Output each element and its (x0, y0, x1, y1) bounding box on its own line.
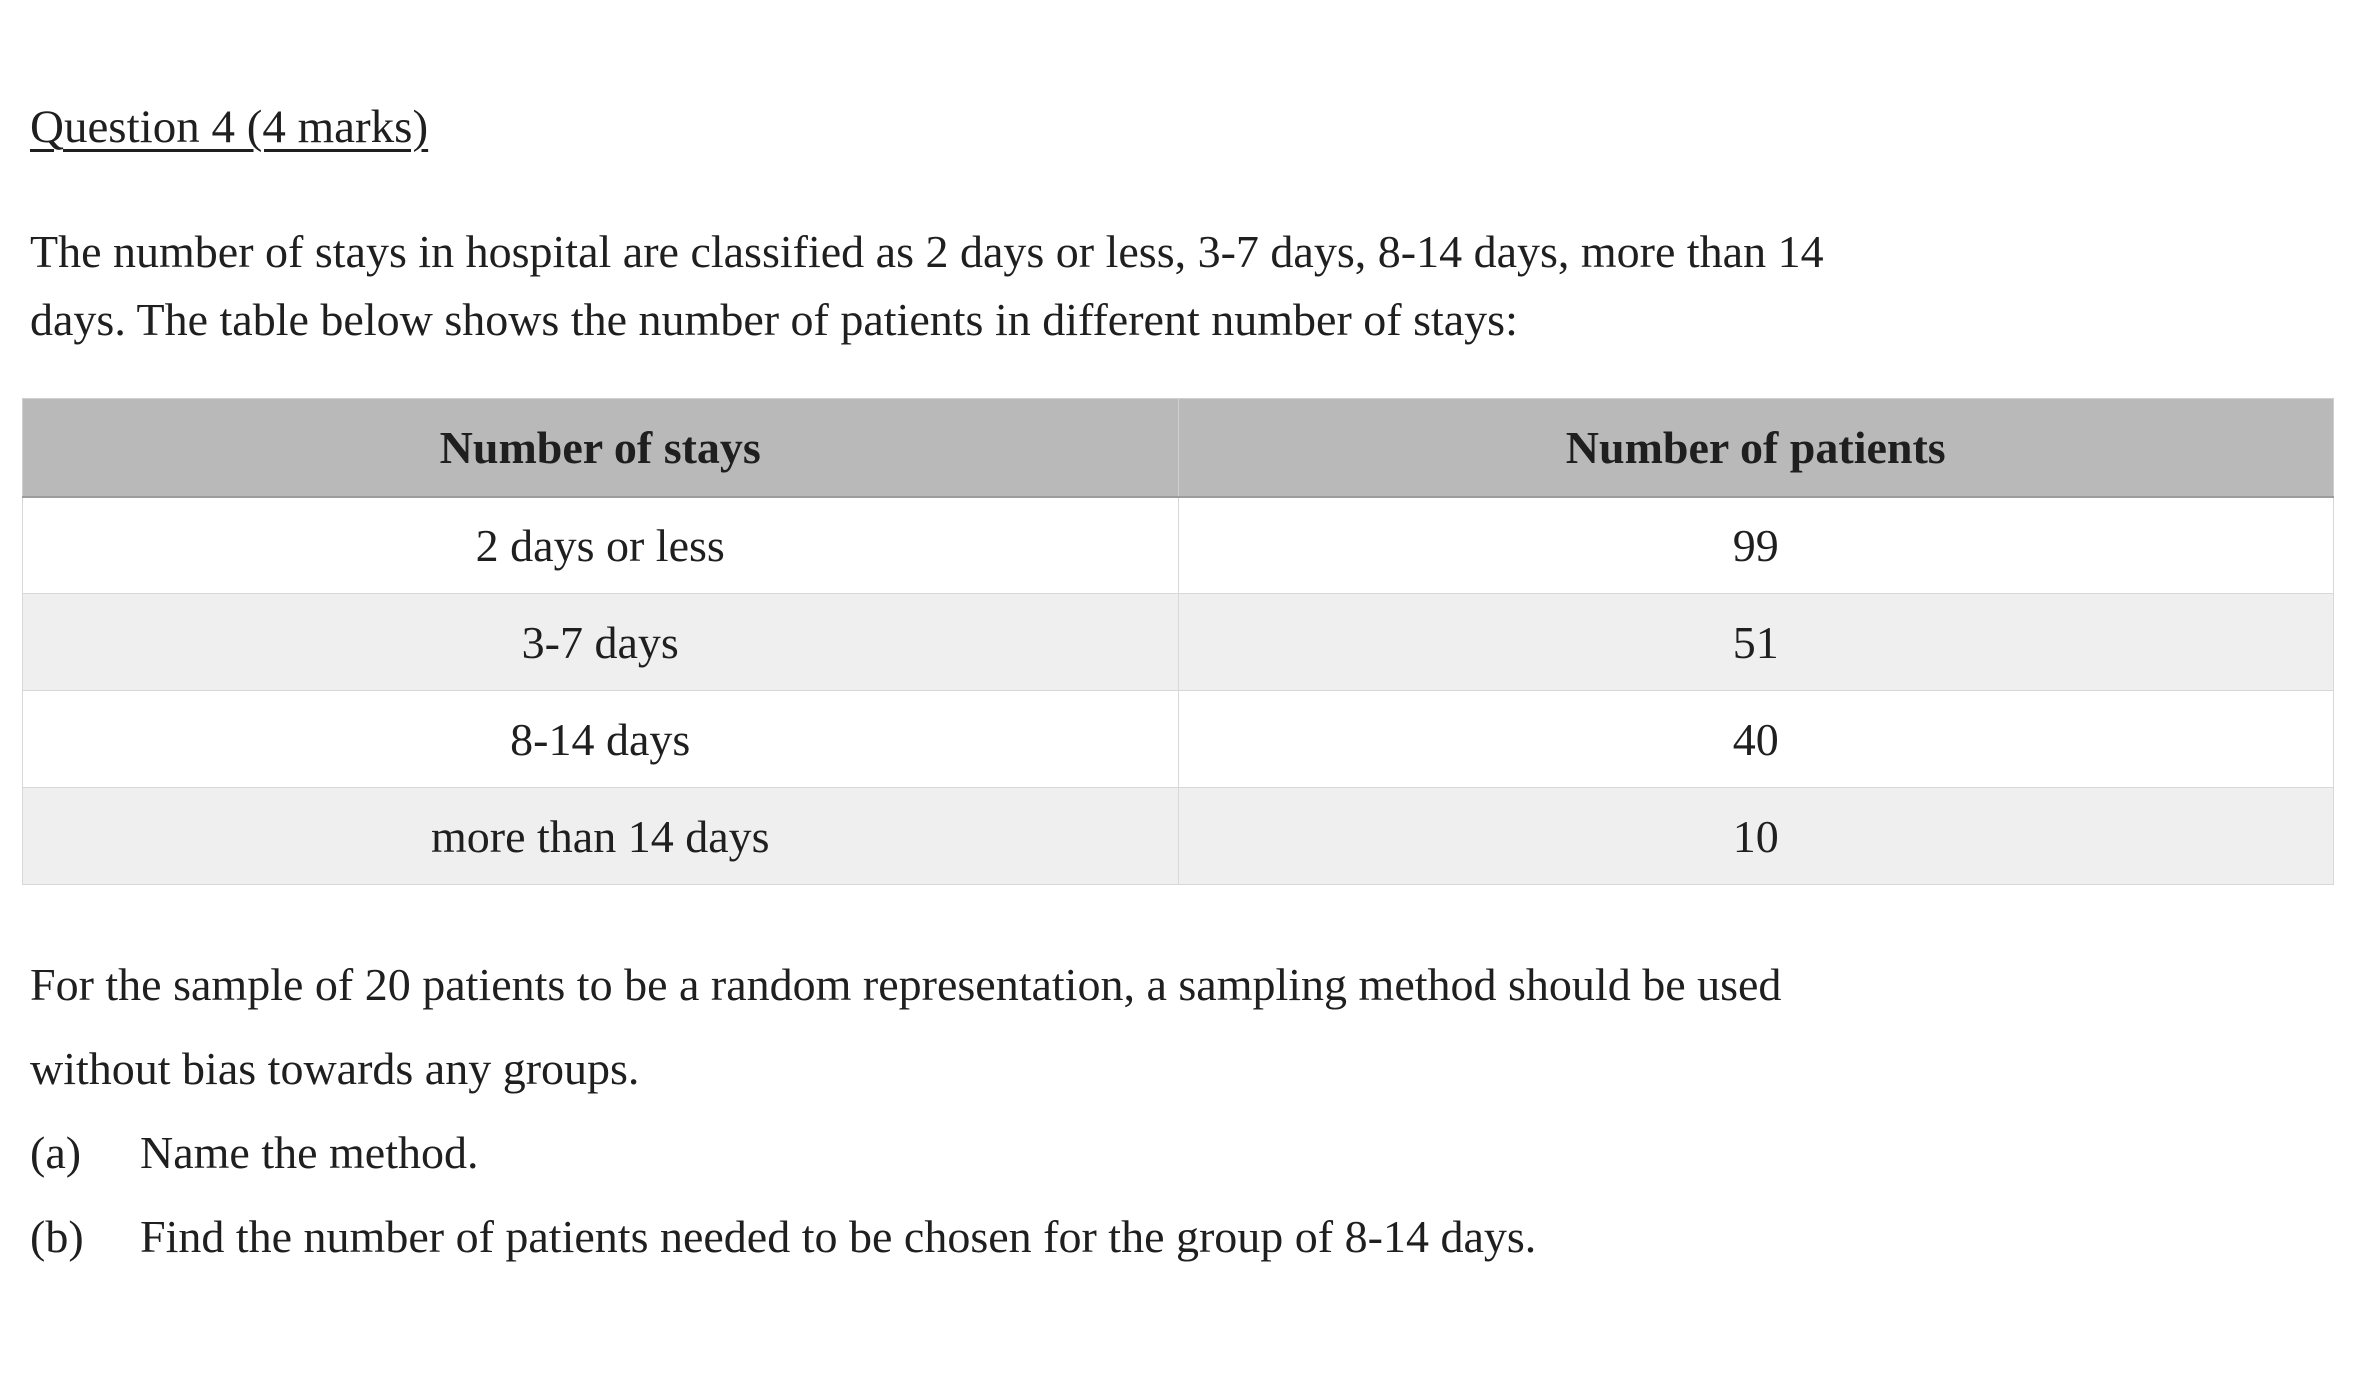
sampling-paragraph-line-2: without bias towards any groups. (30, 1043, 640, 1094)
cell-stays: 3-7 days (22, 593, 1179, 691)
question-body: For the sample of 20 patients to be a ra… (30, 943, 2335, 1279)
stays-table: Number of stays Number of patients 2 day… (22, 398, 2334, 885)
question-heading: Question 4 (4 marks) (30, 101, 429, 153)
table-row: 8-14 days 40 (22, 690, 2334, 788)
part-b: (b) Find the number of patients needed t… (30, 1195, 2335, 1279)
table-row: more than 14 days 10 (22, 787, 2334, 885)
intro-line-1: The number of stays in hospital are clas… (30, 226, 1824, 277)
cell-patients: 40 (1177, 690, 2334, 788)
intro-paragraph: The number of stays in hospital are clas… (30, 218, 2335, 354)
intro-line-2: days. The table below shows the number o… (30, 294, 1518, 345)
sampling-paragraph-line-1: For the sample of 20 patients to be a ra… (30, 959, 1782, 1010)
cell-stays: more than 14 days (22, 787, 1179, 885)
part-a-label: (a) (30, 1127, 82, 1178)
table-header-row: Number of stays Number of patients (22, 398, 2334, 498)
cell-stays: 2 days or less (22, 496, 1179, 594)
document-page: Question 4 (4 marks) The number of stays… (22, 101, 2335, 1279)
col-header-patients: Number of patients (1177, 398, 2334, 498)
cell-patients: 10 (1177, 787, 2334, 885)
col-header-stays: Number of stays (22, 398, 1179, 498)
cell-patients: 99 (1177, 496, 2334, 594)
table-row: 2 days or less 99 (22, 496, 2334, 594)
cell-patients: 51 (1177, 593, 2334, 691)
part-a-text: Name the method. (140, 1127, 479, 1178)
part-a: (a) Name the method. (30, 1111, 2335, 1195)
table-row: 3-7 days 51 (22, 593, 2334, 691)
cell-stays: 8-14 days (22, 690, 1179, 788)
part-b-text: Find the number of patients needed to be… (140, 1211, 1537, 1262)
part-b-label: (b) (30, 1211, 84, 1262)
